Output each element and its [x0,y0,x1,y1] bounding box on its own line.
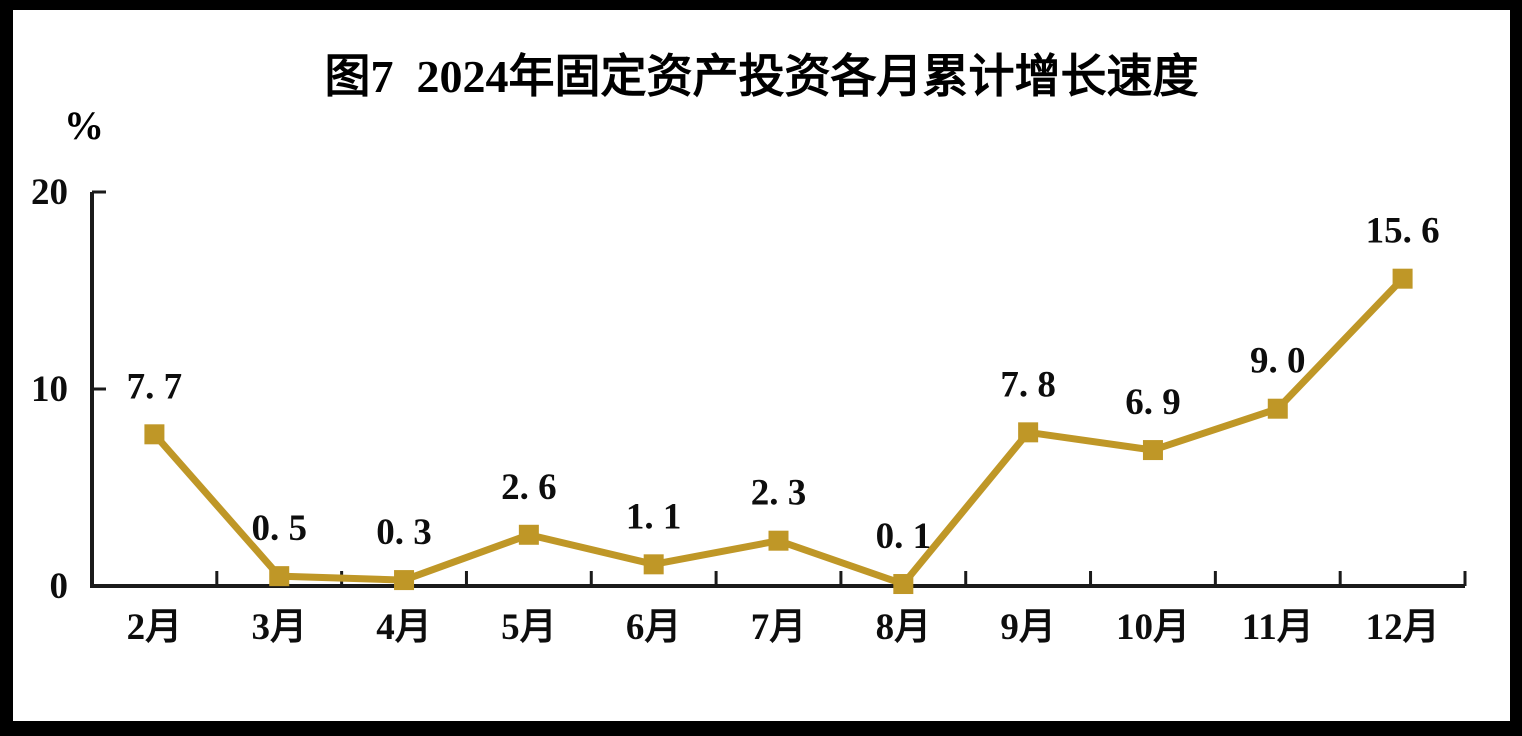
x-axis-tick-label: 6月 [626,607,682,648]
x-axis-tick-label: 3月 [251,607,307,648]
data-point-label: 15. 6 [1366,211,1440,252]
y-axis-tick-label: 0 [50,566,69,607]
data-point-label: 7. 7 [127,366,183,407]
data-point-marker [518,524,539,545]
data-point-marker [1018,422,1039,443]
data-point-label: 2. 6 [501,467,557,508]
data-point-label: 9. 0 [1250,341,1306,382]
x-axis-tick-label: 8月 [876,607,932,648]
x-axis-tick-label: 10月 [1116,607,1190,648]
x-axis-tick-label: 9月 [1000,607,1056,648]
data-point-marker [643,554,664,575]
data-point-marker [1267,398,1288,419]
data-point-marker [144,424,165,445]
x-axis-tick-label: 4月 [376,607,432,648]
x-axis-tick-label: 12月 [1366,607,1440,648]
y-axis-tick-label: 20 [31,172,68,213]
x-axis-tick-label: 7月 [751,607,807,648]
data-point-label: 2. 3 [751,473,807,514]
x-axis-tick-label: 11月 [1242,607,1314,648]
chart-canvas [13,10,1510,721]
data-point-label: 0. 5 [251,508,307,549]
data-point-label: 7. 8 [1000,364,1056,405]
data-point-marker [768,530,789,551]
y-axis-tick-label: 10 [31,369,68,410]
x-axis-tick-label: 5月 [501,607,557,648]
data-point-marker [394,570,415,591]
data-point-label: 1. 1 [626,496,682,537]
y-axis-unit-label: % [64,103,104,148]
x-axis-tick-label: 2月 [127,607,183,648]
data-point-marker [1142,440,1163,461]
data-point-label: 0. 1 [876,516,932,557]
data-point-label: 0. 3 [376,512,432,553]
data-point-label: 6. 9 [1125,382,1181,423]
data-point-marker [269,566,290,587]
data-point-marker [893,574,914,595]
chart-title: 图7 2024年固定资产投资各月累计增长速度 [324,51,1199,102]
data-point-marker [1392,268,1413,289]
